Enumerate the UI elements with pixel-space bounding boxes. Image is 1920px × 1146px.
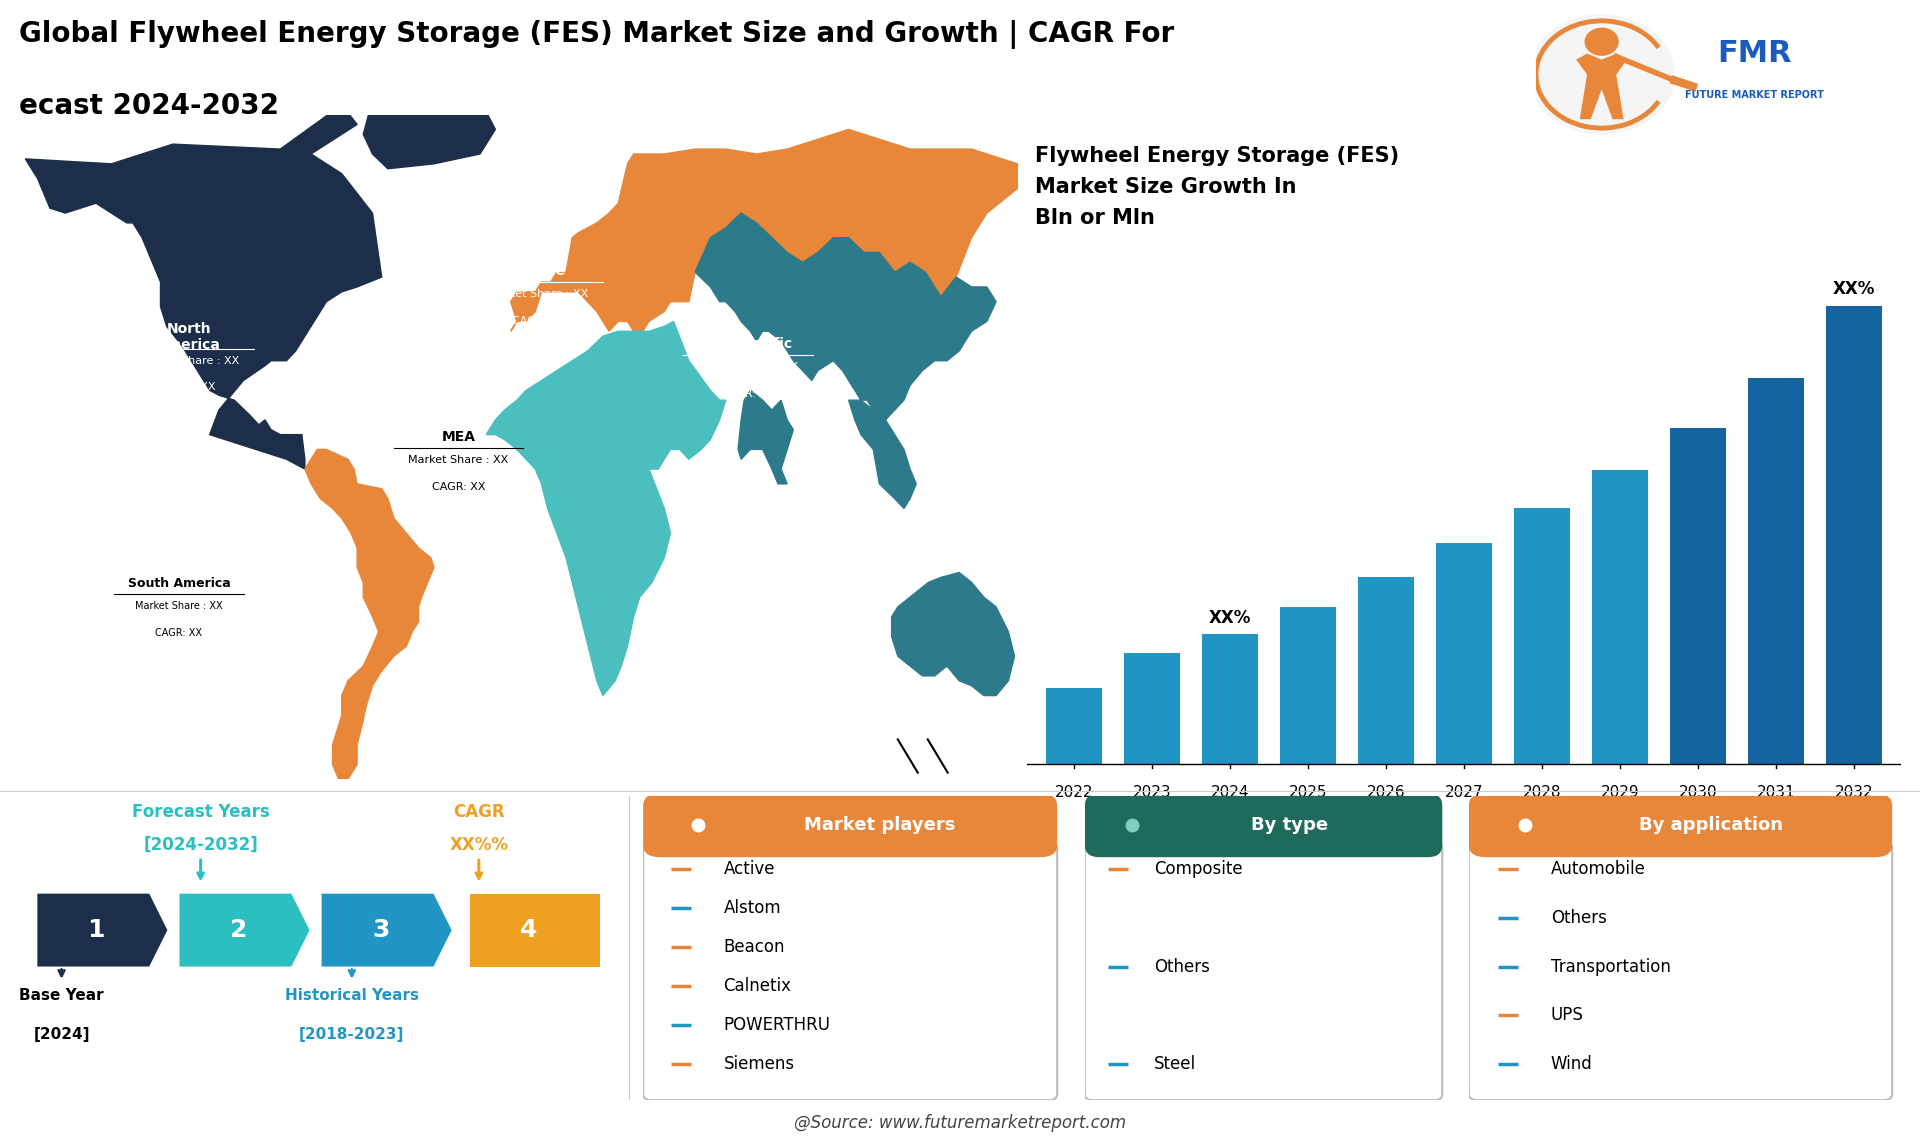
Text: Siemens: Siemens [724,1054,795,1073]
Text: Automobile: Automobile [1551,861,1645,878]
Text: South America: South America [127,576,230,590]
Text: CAGR: XX: CAGR: XX [432,481,486,492]
Polygon shape [305,449,434,779]
Text: 1: 1 [88,918,106,942]
Text: 2024: 2024 [1212,785,1250,800]
Text: 2026: 2026 [1367,785,1405,800]
FancyBboxPatch shape [1469,842,1891,1100]
Text: Market Share : XX: Market Share : XX [488,289,589,299]
Text: [2024]: [2024] [33,1027,90,1042]
Polygon shape [1576,54,1628,119]
Text: XX%: XX% [1834,281,1876,298]
Text: FUTURE MARKET REPORT: FUTURE MARKET REPORT [1686,91,1824,101]
Text: 2: 2 [230,918,248,942]
Text: Steel: Steel [1154,1054,1196,1073]
Text: @Source: www.futuremarketreport.com: @Source: www.futuremarketreport.com [795,1114,1125,1132]
Text: Calnetix: Calnetix [724,978,791,995]
Bar [1826,306,1882,764]
Bar [1281,607,1336,764]
Text: 2023: 2023 [1133,785,1171,800]
Text: 4: 4 [520,918,538,942]
Text: Market Share : XX: Market Share : XX [134,602,223,612]
Polygon shape [695,213,996,509]
Bar [1592,470,1647,764]
Text: Market Share : XX: Market Share : XX [409,455,509,465]
Text: Historical Years: Historical Years [284,988,419,1003]
Text: 3: 3 [372,918,390,942]
Text: Others: Others [1551,909,1607,927]
Text: ecast 2024-2032: ecast 2024-2032 [19,92,278,120]
Text: By application: By application [1640,816,1782,834]
Text: MEA: MEA [442,430,476,444]
Text: CAGR: CAGR [453,802,505,821]
Text: North
America: North America [157,322,221,352]
Text: Composite: Composite [1154,861,1242,878]
Bar [1747,378,1805,764]
Text: 2025: 2025 [1288,785,1327,800]
Text: Market Share : XX: Market Share : XX [138,355,240,366]
Text: Wind: Wind [1551,1054,1592,1073]
Text: 2029: 2029 [1601,785,1640,800]
Bar [1670,429,1726,764]
Text: 2027: 2027 [1444,785,1484,800]
Text: Market Share : XX: Market Share : XX [697,362,799,372]
Polygon shape [36,894,167,966]
Text: 2032: 2032 [1836,785,1874,800]
Bar [1046,688,1102,764]
Polygon shape [363,100,495,168]
Text: Forecast Years: Forecast Years [132,802,269,821]
Polygon shape [941,297,977,356]
Text: Transportation: Transportation [1551,958,1670,975]
FancyBboxPatch shape [1085,842,1442,1100]
Bar [1202,634,1258,764]
Text: FMR: FMR [1718,39,1791,68]
Text: 2022: 2022 [1054,785,1092,800]
Circle shape [1586,29,1619,55]
Polygon shape [470,894,599,966]
Text: Active: Active [724,861,776,878]
Bar [1123,653,1181,764]
Text: CAGR: XX: CAGR: XX [156,628,202,638]
Text: Alstom: Alstom [724,900,781,917]
Text: Base Year: Base Year [19,988,104,1003]
Text: Others: Others [1154,958,1210,975]
Text: 2030: 2030 [1678,785,1716,800]
Text: POWERTHRU: POWERTHRU [724,1015,831,1034]
Text: Market players: Market players [804,816,956,834]
Text: [2018-2023]: [2018-2023] [300,1027,405,1042]
Polygon shape [179,894,309,966]
Bar [1513,508,1571,764]
Bar [1357,576,1413,764]
Polygon shape [511,129,1018,331]
FancyBboxPatch shape [643,842,1058,1100]
FancyBboxPatch shape [1085,793,1442,857]
Bar [1436,542,1492,764]
Text: XX%: XX% [1210,609,1252,627]
Polygon shape [25,104,382,469]
Polygon shape [321,894,451,966]
Text: [2024-2032]: [2024-2032] [144,837,257,854]
Text: XX%%: XX%% [449,837,509,854]
Text: Asia Pacific: Asia Pacific [703,337,793,351]
Polygon shape [891,573,1014,696]
Text: Europe: Europe [511,264,566,277]
Text: CAGR: XX: CAGR: XX [511,315,564,325]
Text: UPS: UPS [1551,1006,1584,1025]
Polygon shape [486,321,726,696]
Text: 2031: 2031 [1757,785,1795,800]
Text: 2028: 2028 [1523,785,1561,800]
Text: Global Flywheel Energy Storage (FES) Market Size and Growth | CAGR For: Global Flywheel Energy Storage (FES) Mar… [19,19,1175,49]
Text: Beacon: Beacon [724,939,785,956]
Polygon shape [737,391,793,484]
Text: CAGR: XX: CAGR: XX [722,388,776,399]
Text: Flywheel Energy Storage (FES)
Market Size Growth In
Bln or Mln: Flywheel Energy Storage (FES) Market Siz… [1035,146,1400,228]
Text: CAGR: XX: CAGR: XX [161,382,215,392]
Circle shape [1528,15,1674,134]
Polygon shape [1058,676,1075,715]
Text: By type: By type [1250,816,1327,834]
FancyBboxPatch shape [643,793,1058,857]
FancyBboxPatch shape [1469,793,1891,857]
